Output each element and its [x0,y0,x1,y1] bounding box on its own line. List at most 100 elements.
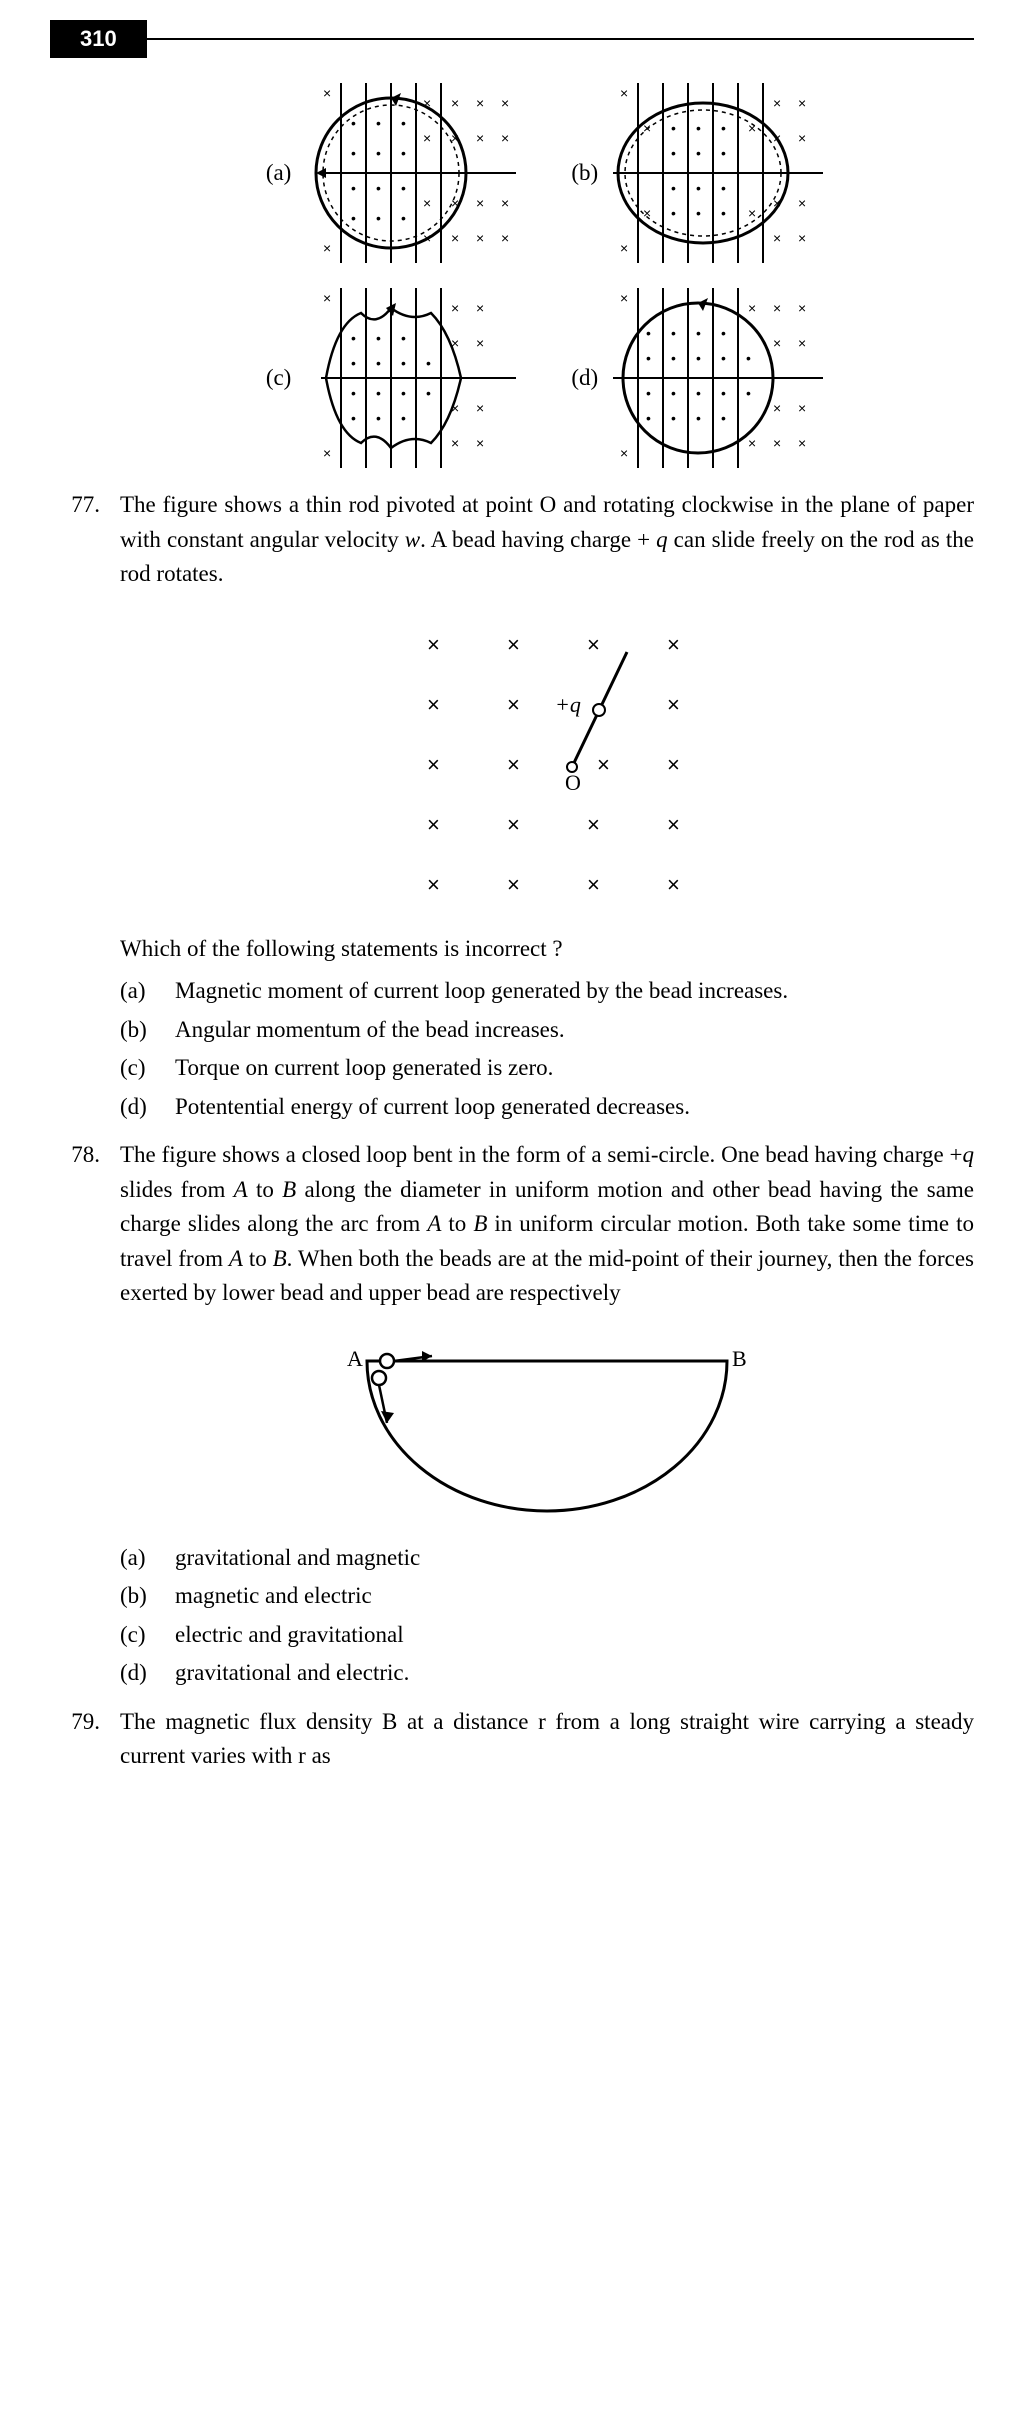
q77-q: q [656,527,668,552]
svg-text:×: × [667,692,680,717]
opt-text: gravitational and magnetic [175,1541,974,1576]
figure-c: (c) ••• •••• •••• ••• ×× [266,283,522,473]
svg-text:×: × [451,195,459,211]
figure-row-2: (c) ••• •••• •••• ••• ×× [120,283,974,473]
q78-label-A: A [347,1346,363,1371]
q77-prompt: Which of the following statements is inc… [120,932,974,967]
svg-text:•: • [746,385,751,401]
A: A [427,1211,441,1236]
svg-text:×: × [501,230,509,246]
header-rule [147,38,974,40]
svg-text:•: • [671,410,676,426]
q78-figure: A B [120,1331,974,1521]
A: A [229,1246,243,1271]
q77-opt-b: (b) Angular momentum of the bead increas… [120,1013,974,1048]
diagram-a-svg: ••• ••• ••• ••• ×× ××× ××× ×× ××× ××× ×× [301,78,521,268]
t: slides from [120,1177,234,1202]
svg-text:•: • [696,180,701,196]
svg-text:•: • [376,355,381,371]
svg-text:×: × [748,300,756,316]
svg-text:•: • [721,385,726,401]
svg-text:×: × [620,85,628,101]
svg-text:×: × [423,195,431,211]
svg-text:×: × [427,872,440,897]
svg-text:×: × [427,692,440,717]
q77-text-2: . A bead having charge + [420,527,656,552]
svg-text:•: • [671,325,676,341]
svg-text:×: × [620,445,628,461]
opt-label: (a) [120,1541,175,1576]
q78-opt-c: (c) electric and gravitational [120,1618,974,1653]
svg-text:•: • [376,145,381,161]
opt-label: (b) [120,1579,175,1614]
svg-text:×: × [773,230,781,246]
svg-text:•: • [721,145,726,161]
svg-text:•: • [376,210,381,226]
option-label-d: (d) [571,365,598,391]
svg-text:×: × [451,400,459,416]
svg-text:×: × [423,95,431,111]
svg-text:×: × [773,130,781,146]
svg-text:•: • [671,205,676,221]
q78-body: The figure shows a closed loop bent in t… [120,1138,974,1695]
svg-text:×: × [667,752,680,777]
svg-text:×: × [476,400,484,416]
q77-opt-c: (c) Torque on current loop generated is … [120,1051,974,1086]
diagram-d-svg: •••• ••••• ••••• •••• ××× ×× ×× ××× ×× [608,283,828,473]
opt-label: (c) [120,1051,175,1086]
svg-text:×: × [476,130,484,146]
svg-text:×: × [798,300,806,316]
figure-row-1: (a) ••• ••• ••• ••• [120,78,974,268]
q77-opt-a: (a) Magnetic moment of current loop gene… [120,974,974,1009]
svg-text:×: × [476,335,484,351]
q78-svg: A B [297,1331,797,1521]
svg-text:×: × [501,195,509,211]
svg-text:×: × [507,872,520,897]
opt-text: magnetic and electric [175,1579,974,1614]
figure-a: (a) ••• ••• ••• ••• [266,78,522,268]
svg-text:•: • [671,385,676,401]
t: to [243,1246,273,1271]
svg-text:•: • [721,120,726,136]
q78-opt-b: (b) magnetic and electric [120,1579,974,1614]
svg-text:×: × [773,435,781,451]
svg-text:×: × [423,130,431,146]
opt-text: Angular momentum of the bead increases. [175,1013,974,1048]
svg-text:•: • [426,385,431,401]
svg-text:•: • [351,115,356,131]
svg-text:•: • [351,145,356,161]
svg-text:×: × [476,95,484,111]
q77-options: (a) Magnetic moment of current loop gene… [120,974,974,1124]
svg-text:•: • [376,180,381,196]
svg-text:×: × [427,812,440,837]
svg-text:×: × [798,335,806,351]
svg-text:×: × [773,195,781,211]
svg-text:×: × [620,290,628,306]
q77-w: w [405,527,420,552]
svg-text:•: • [401,385,406,401]
svg-text:×: × [323,445,331,461]
q78-options: (a) gravitational and magnetic (b) magne… [120,1541,974,1691]
svg-text:•: • [351,410,356,426]
q77-number: 77. [50,488,120,1128]
opt-text: gravitational and electric. [175,1656,974,1691]
svg-text:×: × [643,205,651,221]
svg-text:×: × [667,872,680,897]
q78-opt-a: (a) gravitational and magnetic [120,1541,974,1576]
svg-text:•: • [376,115,381,131]
svg-text:×: × [773,300,781,316]
q77-figure: ×××× ××× ×××× ×××× ×××× +q O [120,612,974,912]
svg-text:×: × [773,400,781,416]
figure-b: (b) ••• ••• ••• ••• [571,78,828,268]
opt-text: electric and gravitational [175,1618,974,1653]
svg-text:•: • [721,180,726,196]
svg-text:•: • [721,410,726,426]
svg-text:×: × [323,290,331,306]
q78-number: 78. [50,1138,120,1695]
B: B [473,1211,487,1236]
opt-text: Magnetic moment of current loop generate… [175,974,974,1009]
svg-text:•: • [721,205,726,221]
opt-label: (d) [120,1656,175,1691]
q78-label-B: B [732,1346,747,1371]
svg-text:×: × [667,812,680,837]
